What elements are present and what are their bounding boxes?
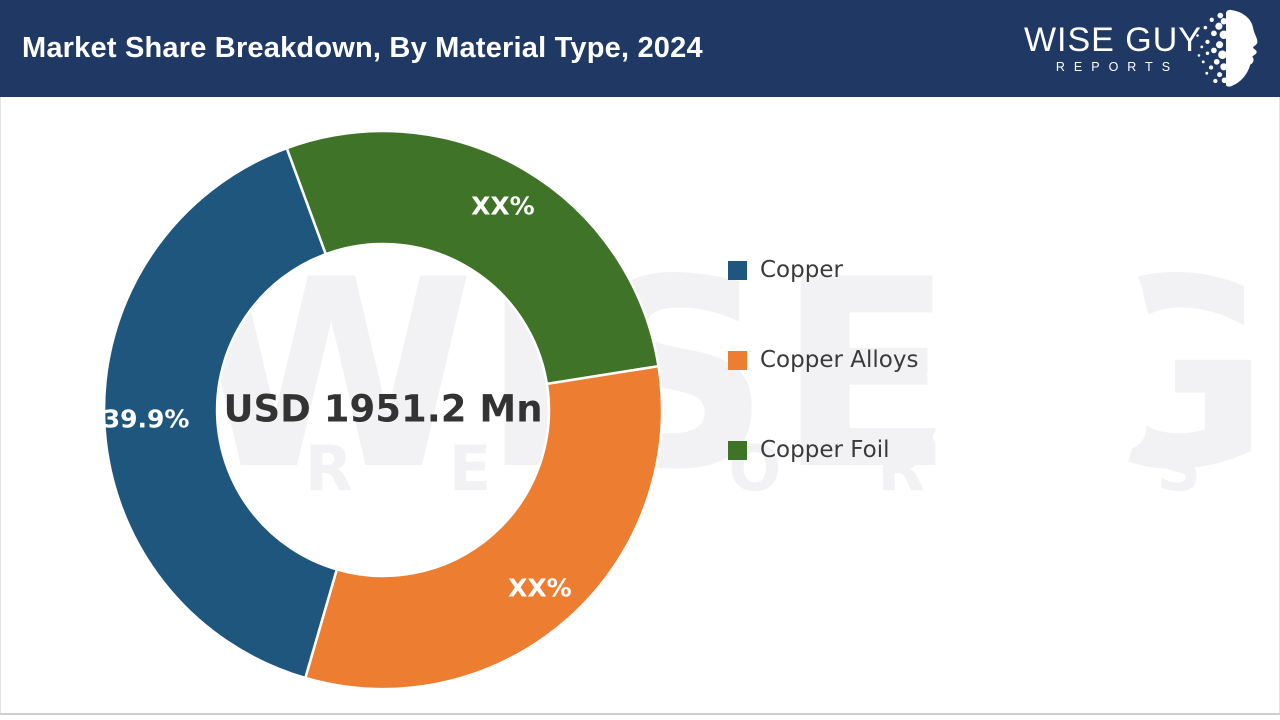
legend-label-copper: Copper xyxy=(760,256,843,283)
face-profile-logo-icon xyxy=(1196,9,1258,87)
brand-logo: WISE GUY REPORTS xyxy=(1024,7,1264,91)
watermark-face-icon xyxy=(909,222,1162,540)
segment-label-copper-alloys: XX% xyxy=(508,574,572,603)
chart-center-value: USD 1951.2 Mn xyxy=(223,387,543,431)
chart-legend: Copper Copper Alloys Copper Foil xyxy=(728,256,918,526)
left-border xyxy=(0,97,1,714)
bottom-divider xyxy=(0,713,1280,715)
donut-chart: XX% XX% 39.9% xyxy=(102,129,664,691)
legend-item-copper: Copper xyxy=(728,256,918,284)
legend-label-copper-alloys: Copper Alloys xyxy=(760,346,919,373)
legend-swatch-copper-alloys xyxy=(728,350,747,370)
legend-item-copper-alloys: Copper Alloys xyxy=(728,346,918,374)
donut-segment-copper-foil xyxy=(285,129,660,386)
brand-name: WISE GUY xyxy=(1023,21,1202,60)
donut-segment-copper xyxy=(102,146,339,680)
brand-wordmark: WISE GUY REPORTS xyxy=(1024,23,1202,74)
segment-label-copper: 39.9% xyxy=(103,404,190,433)
header-bar: Market Share Breakdown, By Material Type… xyxy=(0,0,1280,97)
segment-label-copper-foil: XX% xyxy=(471,192,535,221)
legend-label-copper-foil: Copper Foil xyxy=(760,436,890,463)
legend-item-copper-foil: Copper Foil xyxy=(728,436,918,464)
page-title: Market Share Breakdown, By Material Type… xyxy=(22,32,703,64)
legend-swatch-copper-foil xyxy=(728,440,747,460)
donut-segment-copper-alloys xyxy=(304,364,664,691)
legend-swatch-copper xyxy=(728,260,747,280)
brand-subname: REPORTS xyxy=(1055,60,1180,75)
